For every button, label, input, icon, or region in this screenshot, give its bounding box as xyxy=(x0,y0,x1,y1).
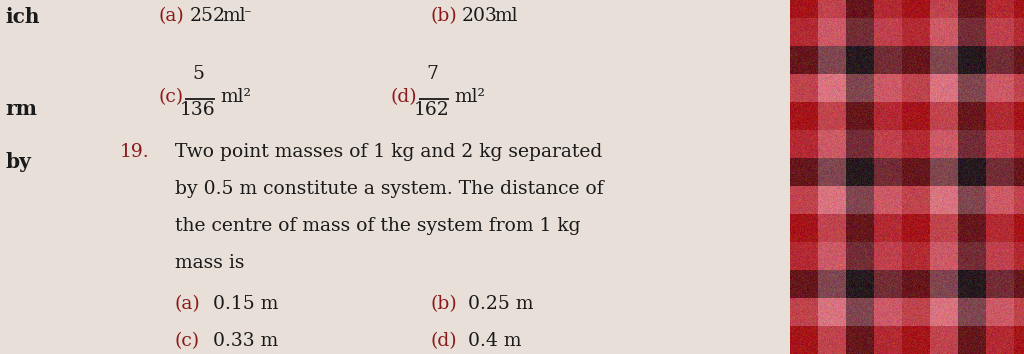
Text: ich: ich xyxy=(5,7,40,27)
Text: ml²: ml² xyxy=(454,88,485,106)
Text: (d): (d) xyxy=(390,88,417,106)
Text: ⁻: ⁻ xyxy=(243,9,251,23)
Text: 0.4 m: 0.4 m xyxy=(468,332,521,350)
Text: 203: 203 xyxy=(462,7,498,25)
Text: 136: 136 xyxy=(180,101,216,119)
Text: 162: 162 xyxy=(414,101,450,119)
Text: (b): (b) xyxy=(430,7,457,25)
Text: (c): (c) xyxy=(158,88,183,106)
Text: Two point masses of 1 kg and 2 kg separated: Two point masses of 1 kg and 2 kg separa… xyxy=(175,143,602,161)
Text: 5: 5 xyxy=(193,65,204,83)
Text: 0.33 m: 0.33 m xyxy=(213,332,279,350)
Text: (a): (a) xyxy=(158,7,183,25)
Text: (b): (b) xyxy=(430,295,457,313)
Text: rm: rm xyxy=(5,99,37,119)
Text: ml²: ml² xyxy=(220,88,251,106)
Text: 7: 7 xyxy=(426,65,438,83)
Text: (d): (d) xyxy=(430,332,457,350)
Text: (c): (c) xyxy=(175,332,200,350)
Text: 252: 252 xyxy=(190,7,226,25)
Text: ml: ml xyxy=(222,7,246,25)
Text: 0.25 m: 0.25 m xyxy=(468,295,534,313)
Text: ml: ml xyxy=(494,7,517,25)
Text: 19.: 19. xyxy=(120,143,150,161)
Text: (a): (a) xyxy=(175,295,201,313)
Text: 0.15 m: 0.15 m xyxy=(213,295,279,313)
Text: mass is: mass is xyxy=(175,255,245,272)
Text: by: by xyxy=(5,152,31,172)
Text: the centre of mass of the system from 1 kg: the centre of mass of the system from 1 … xyxy=(175,217,581,235)
Text: by 0.5 m constitute a system. The distance of: by 0.5 m constitute a system. The distan… xyxy=(175,181,603,198)
